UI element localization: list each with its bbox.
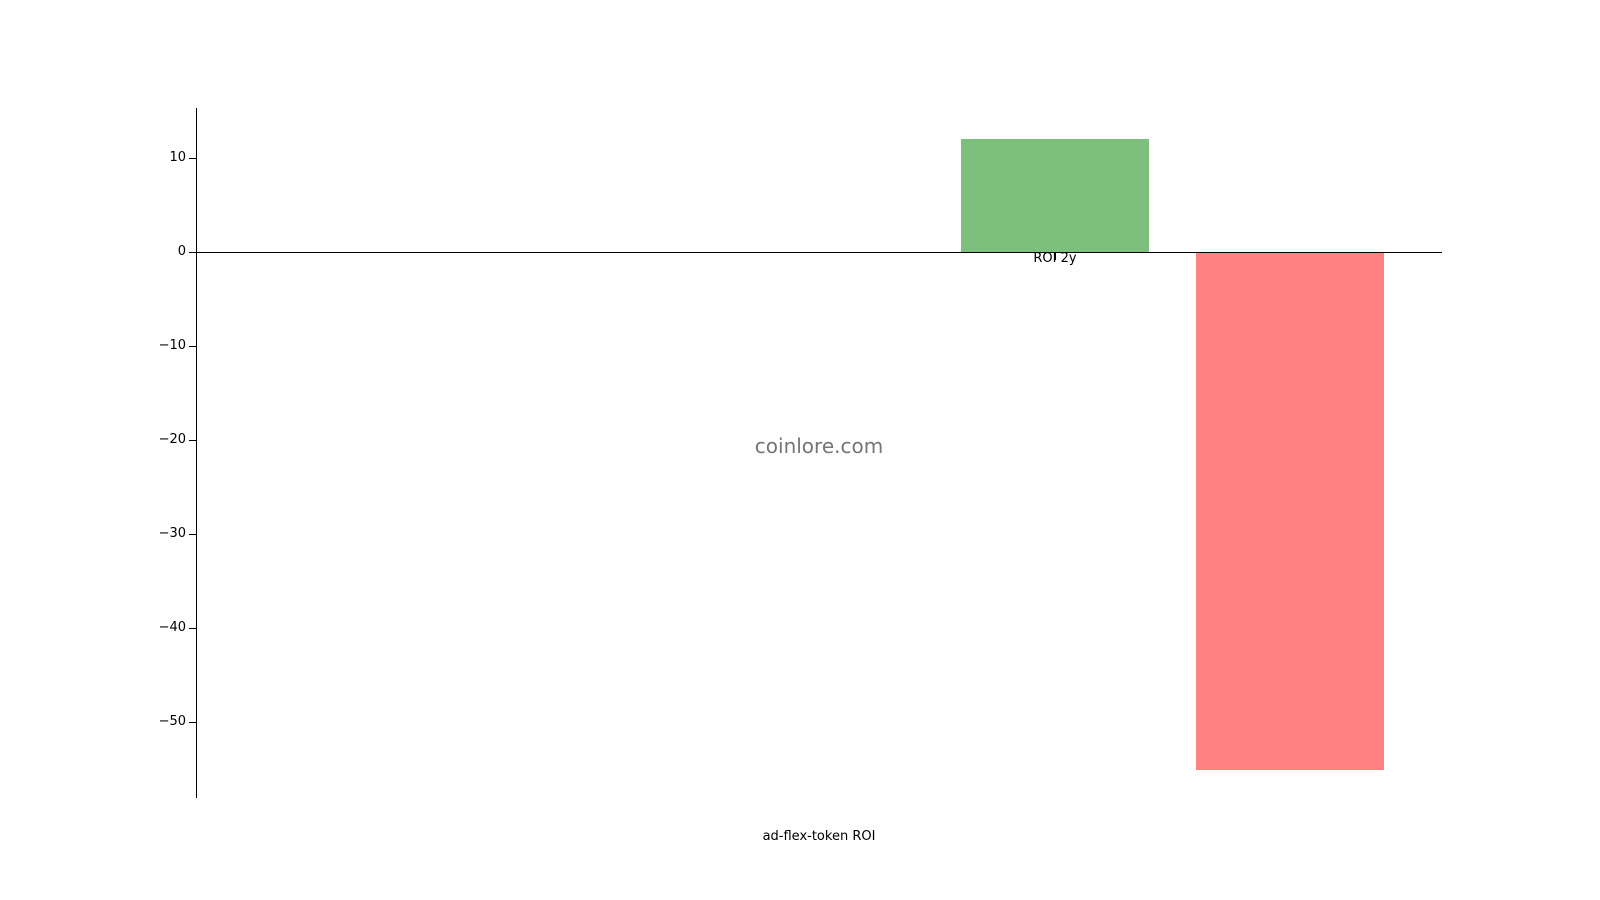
y-tick-label: −10 xyxy=(158,338,186,353)
y-tick-mark xyxy=(189,440,196,441)
watermark-text: coinlore.com xyxy=(754,434,884,458)
bar-ROI 2y xyxy=(961,139,1149,252)
y-tick-label: −50 xyxy=(158,714,186,729)
x-tick-mark xyxy=(1055,252,1056,260)
chart-title: ad-flex-token ROI xyxy=(762,829,876,844)
y-tick-label: −20 xyxy=(158,432,186,447)
y-tick-label: −30 xyxy=(158,526,186,541)
y-tick-mark xyxy=(189,628,196,629)
x-tick-label: ROI 2y xyxy=(1033,251,1077,266)
y-tick-label: −40 xyxy=(158,620,186,635)
x-axis-line xyxy=(196,252,1442,253)
y-axis-line xyxy=(196,108,197,798)
y-tick-mark xyxy=(189,346,196,347)
y-tick-mark xyxy=(189,534,196,535)
bar-series-1 xyxy=(1196,253,1384,770)
y-tick-mark xyxy=(189,722,196,723)
y-tick-label: 0 xyxy=(177,244,186,259)
y-tick-mark xyxy=(189,252,196,253)
y-tick-label: 10 xyxy=(169,150,186,165)
y-tick-mark xyxy=(189,158,196,159)
